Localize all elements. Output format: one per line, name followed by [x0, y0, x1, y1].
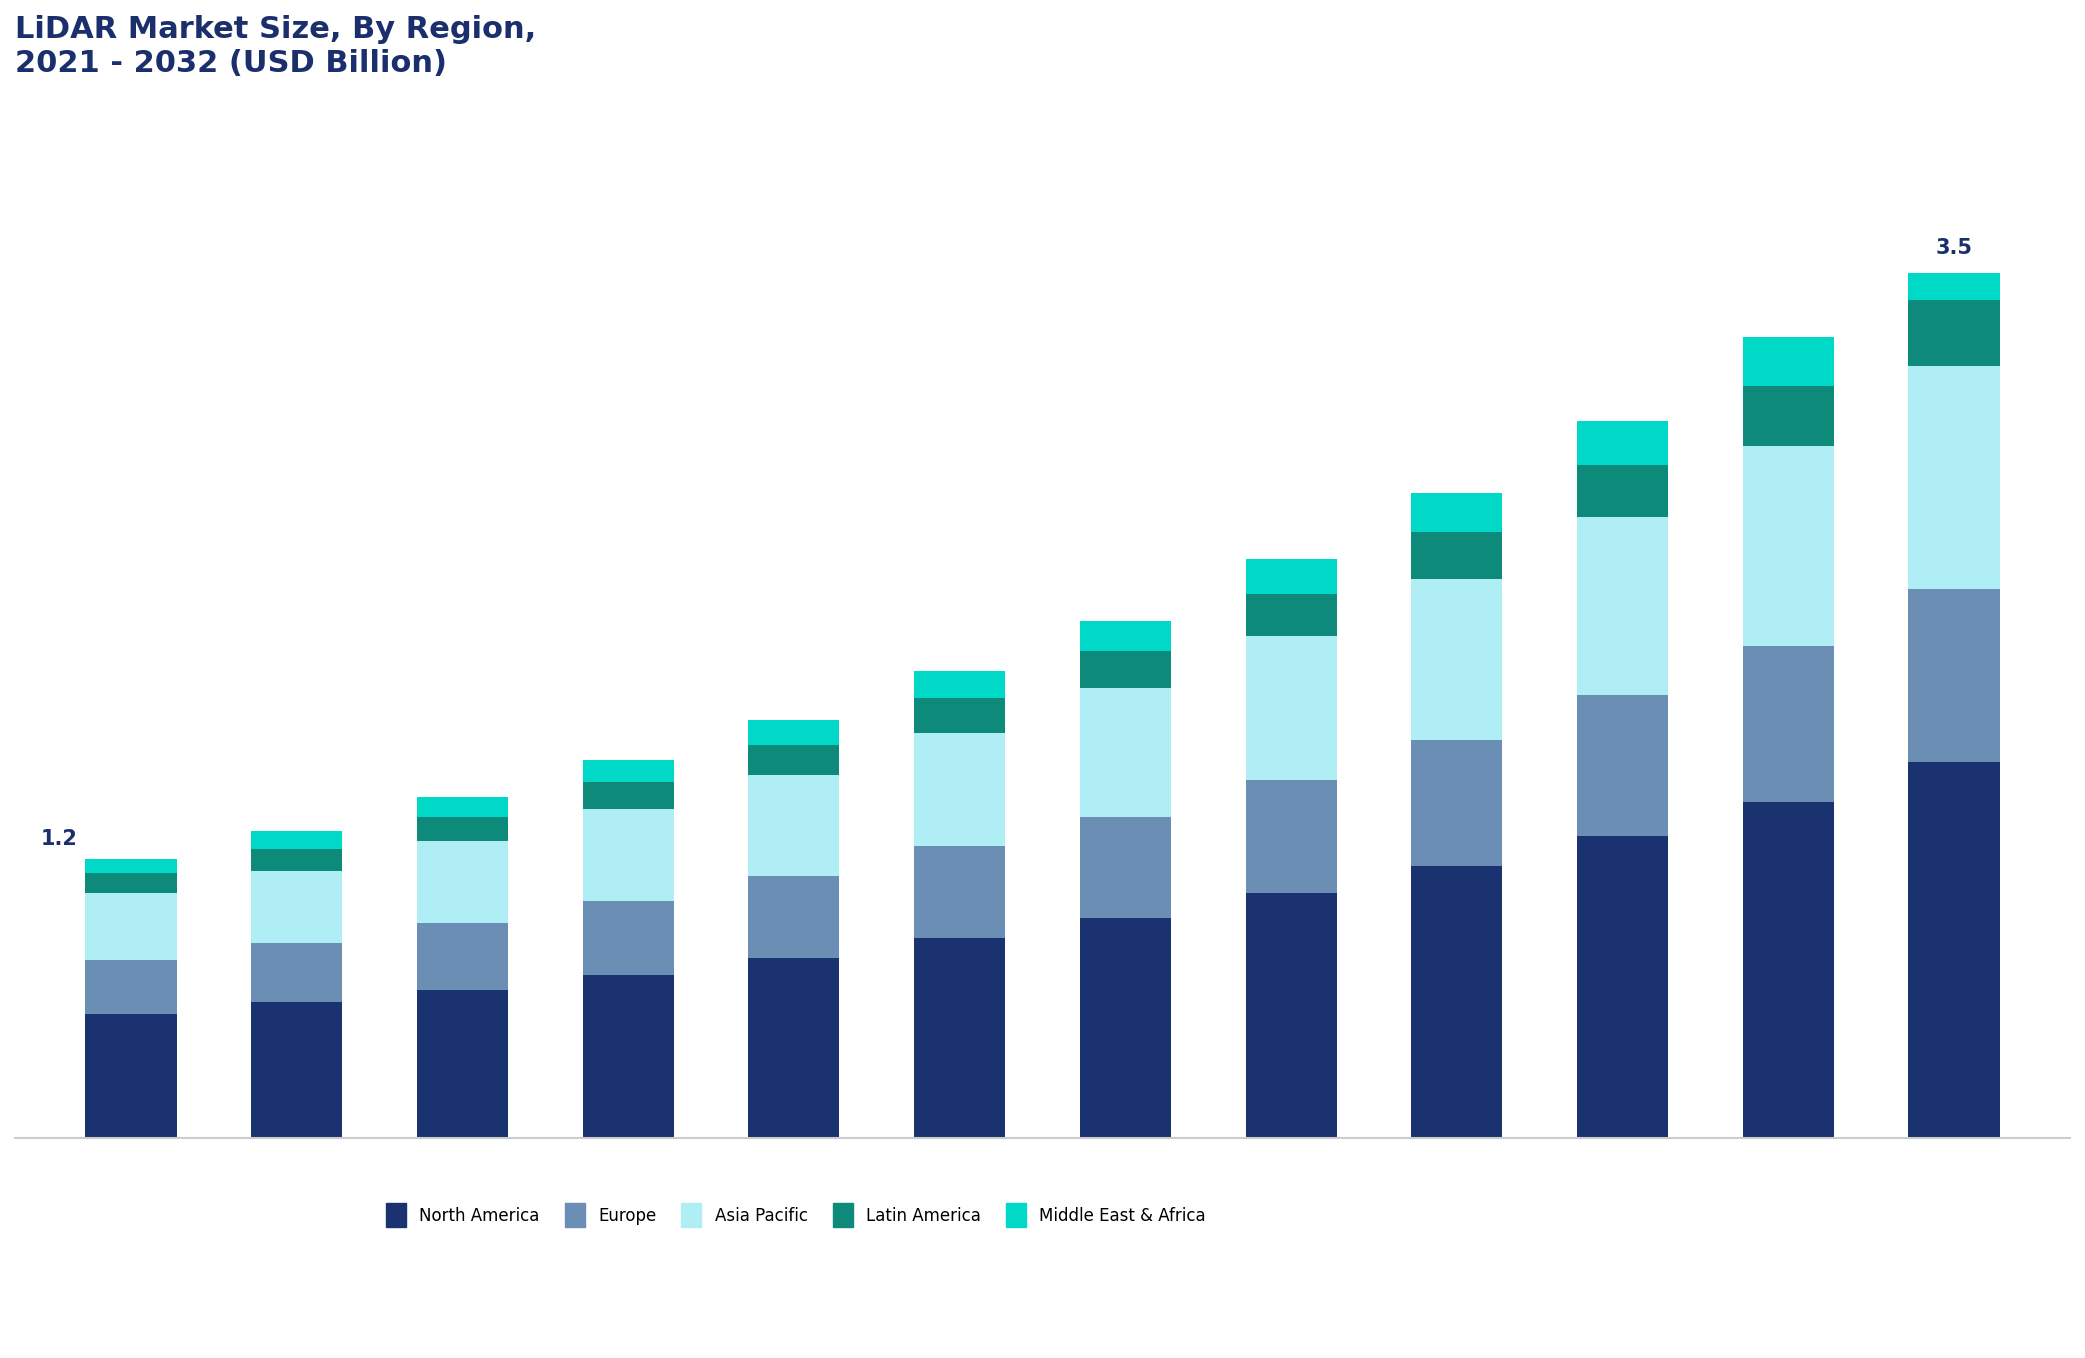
Bar	[1743, 386, 1835, 445]
Bar	[1576, 695, 1668, 837]
Text: LiDAR Market Size, By Region,
2021 - 2032 (USD Billion): LiDAR Market Size, By Region, 2021 - 203…	[15, 15, 536, 77]
Bar	[85, 858, 177, 873]
Bar	[417, 816, 509, 842]
Bar	[913, 671, 1005, 698]
Legend: North America, Europe, Asia Pacific, Latin America, Middle East & Africa: North America, Europe, Asia Pacific, Lat…	[379, 1196, 1213, 1233]
Bar	[749, 720, 840, 746]
Bar	[1245, 894, 1336, 1138]
Bar	[250, 870, 342, 942]
Bar	[1576, 466, 1668, 517]
Text: 1.2: 1.2	[40, 828, 77, 849]
Bar	[913, 846, 1005, 938]
Bar	[417, 797, 509, 816]
Bar	[913, 732, 1005, 846]
Bar	[1412, 866, 1503, 1138]
Bar	[1412, 579, 1503, 740]
Bar	[85, 873, 177, 894]
Text: 3.5: 3.5	[1935, 238, 1972, 258]
Bar	[582, 900, 673, 975]
Bar	[1080, 918, 1172, 1138]
Bar	[749, 957, 840, 1138]
Bar	[582, 975, 673, 1138]
Bar	[1245, 636, 1336, 779]
Bar	[250, 1002, 342, 1138]
Bar	[1245, 559, 1336, 593]
Bar	[749, 746, 840, 774]
Bar	[913, 698, 1005, 732]
Bar	[1908, 762, 2000, 1138]
Bar	[417, 842, 509, 923]
Bar	[250, 849, 342, 870]
Bar	[417, 990, 509, 1138]
Bar	[85, 1014, 177, 1138]
Bar	[582, 809, 673, 900]
Bar	[582, 759, 673, 782]
Bar	[417, 923, 509, 990]
Bar	[1245, 593, 1336, 636]
Bar	[749, 876, 840, 957]
Bar	[1576, 517, 1668, 695]
Bar	[582, 782, 673, 809]
Bar	[749, 774, 840, 876]
Bar	[1412, 532, 1503, 579]
Bar	[1576, 421, 1668, 466]
Bar	[1245, 779, 1336, 894]
Bar	[250, 942, 342, 1002]
Bar	[1743, 801, 1835, 1138]
Bar	[85, 894, 177, 960]
Bar	[1743, 646, 1835, 801]
Bar	[1908, 300, 2000, 367]
Bar	[1080, 816, 1172, 918]
Bar	[85, 960, 177, 1014]
Bar	[1908, 273, 2000, 300]
Bar	[1576, 837, 1668, 1138]
Bar	[250, 831, 342, 849]
Bar	[1412, 493, 1503, 532]
Bar	[1743, 337, 1835, 386]
Bar	[1743, 445, 1835, 646]
Bar	[1080, 650, 1172, 689]
Bar	[913, 938, 1005, 1138]
Bar	[1080, 621, 1172, 650]
Bar	[1908, 367, 2000, 589]
Bar	[1412, 740, 1503, 866]
Bar	[1080, 689, 1172, 816]
Bar	[1908, 589, 2000, 762]
